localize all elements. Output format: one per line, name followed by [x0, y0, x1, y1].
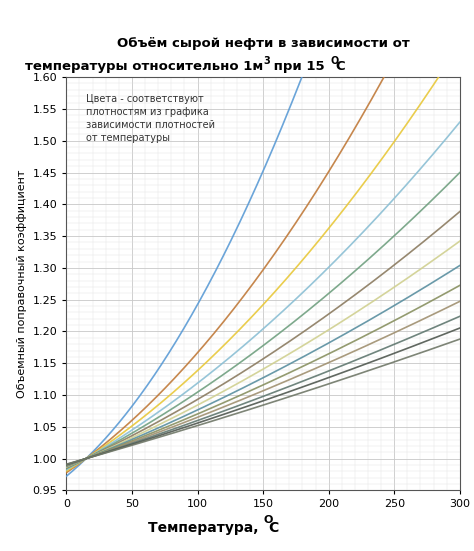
Text: С: С	[268, 521, 278, 536]
Text: О: О	[263, 515, 273, 525]
Text: Температура,: Температура,	[148, 521, 263, 536]
Text: при 15: при 15	[269, 60, 324, 73]
Text: температуры относительно 1м: температуры относительно 1м	[25, 60, 263, 73]
Text: О: О	[331, 56, 339, 66]
Text: 3: 3	[263, 56, 270, 66]
Text: Объём сырой нефти в зависимости от: Объём сырой нефти в зависимости от	[117, 37, 410, 50]
Text: Цвета - соответствуют
плотностям из графика
зависимости плотностей
от температур: Цвета - соответствуют плотностям из граф…	[86, 94, 215, 143]
Y-axis label: Объемный поправочный коэффициент: Объемный поправочный коэффициент	[17, 170, 27, 398]
Text: С: С	[335, 60, 345, 73]
